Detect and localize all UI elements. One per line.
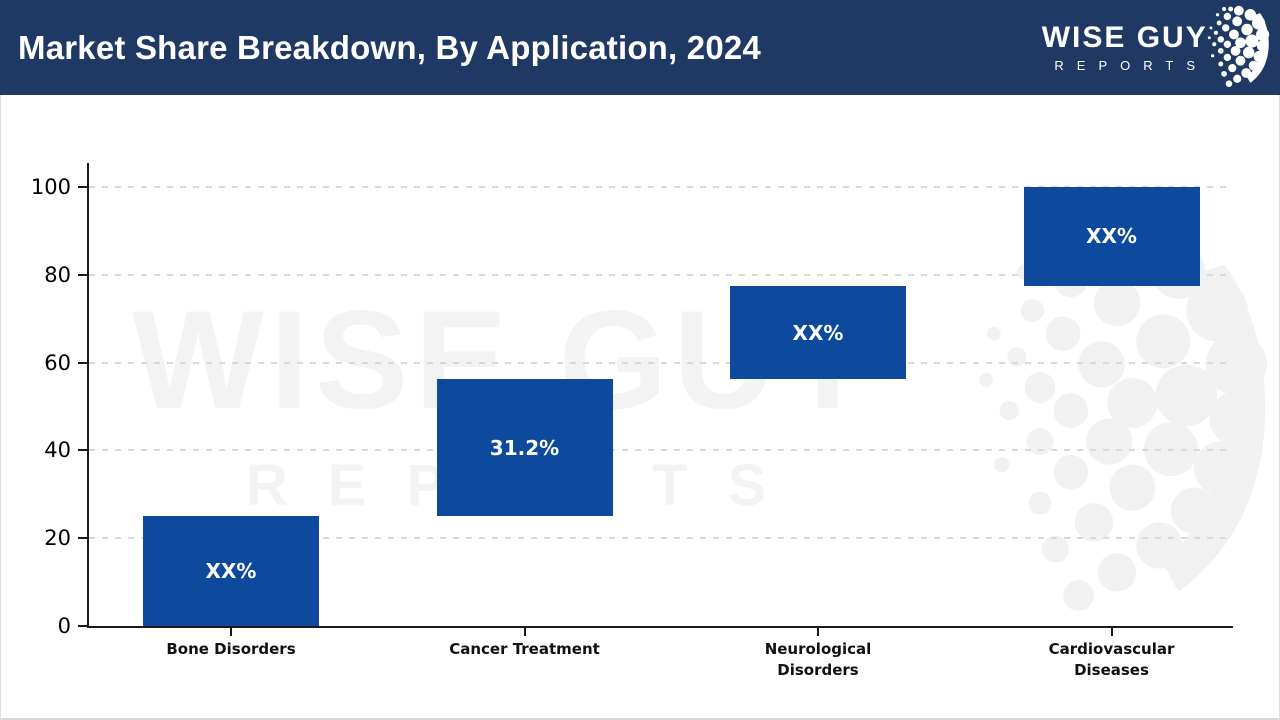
logo-line1: WISE GUY [1041, 20, 1208, 54]
x-tick-label: Bone Disorders [166, 640, 296, 658]
plot-area: 0 20 40 60 80 100 XX% Bone Disorders 31.2% Cancer… [31, 175, 1233, 679]
gridline [89, 186, 1233, 188]
gridline [89, 273, 1233, 276]
y-tick-label: 40 [44, 438, 71, 463]
x-tick [817, 628, 819, 636]
logo-line2: REPORTS [1054, 57, 1208, 73]
y-tick [78, 625, 87, 627]
y-tick [78, 273, 87, 276]
x-tick-label: Cardiovascular Diseases [1048, 640, 1175, 679]
bar-bone-disorders: XX% [143, 516, 319, 626]
bar-cardiovascular-diseases: XX% [1023, 187, 1200, 286]
y-tick-label: 100 [30, 175, 71, 199]
x-tick [523, 628, 526, 636]
y-tick-label: 0 [57, 614, 71, 638]
bar-neurological-disorders: XX% [730, 285, 906, 380]
logo-wordmark: WISE GUY REPORTS [1041, 20, 1208, 73]
x-tick-label: Neurological Disorders [764, 640, 872, 679]
y-tick-label: 80 [44, 262, 71, 287]
bar-value-label: XX% [1086, 224, 1137, 249]
y-tick [78, 449, 87, 452]
wiseguy-face-icon [1207, 5, 1270, 87]
bar-cancer-treatment: 31.2% [436, 379, 613, 517]
x-tick [230, 628, 232, 636]
bar-value-label: 31.2% [489, 435, 560, 460]
x-axis-spine [87, 626, 1233, 628]
x-tick [1110, 628, 1113, 636]
y-axis-spine [87, 163, 89, 628]
y-tick-label: 60 [44, 350, 71, 375]
y-tick-label: 20 [44, 526, 71, 551]
gridline [89, 537, 1233, 540]
header: Market Share Breakdown, By Application, … [0, 0, 1280, 95]
gridline [89, 361, 1233, 364]
y-tick [78, 186, 87, 188]
gridline [89, 449, 1233, 452]
y-tick [78, 361, 87, 364]
page-title: Market Share Breakdown, By Application, … [18, 28, 761, 66]
bar-value-label: XX% [205, 559, 257, 584]
y-tick [78, 537, 87, 540]
brand-logo: WISE GUY REPORTS [1041, 4, 1270, 92]
x-tick-label: Cancer Treatment [449, 640, 600, 658]
bar-value-label: XX% [792, 320, 844, 345]
